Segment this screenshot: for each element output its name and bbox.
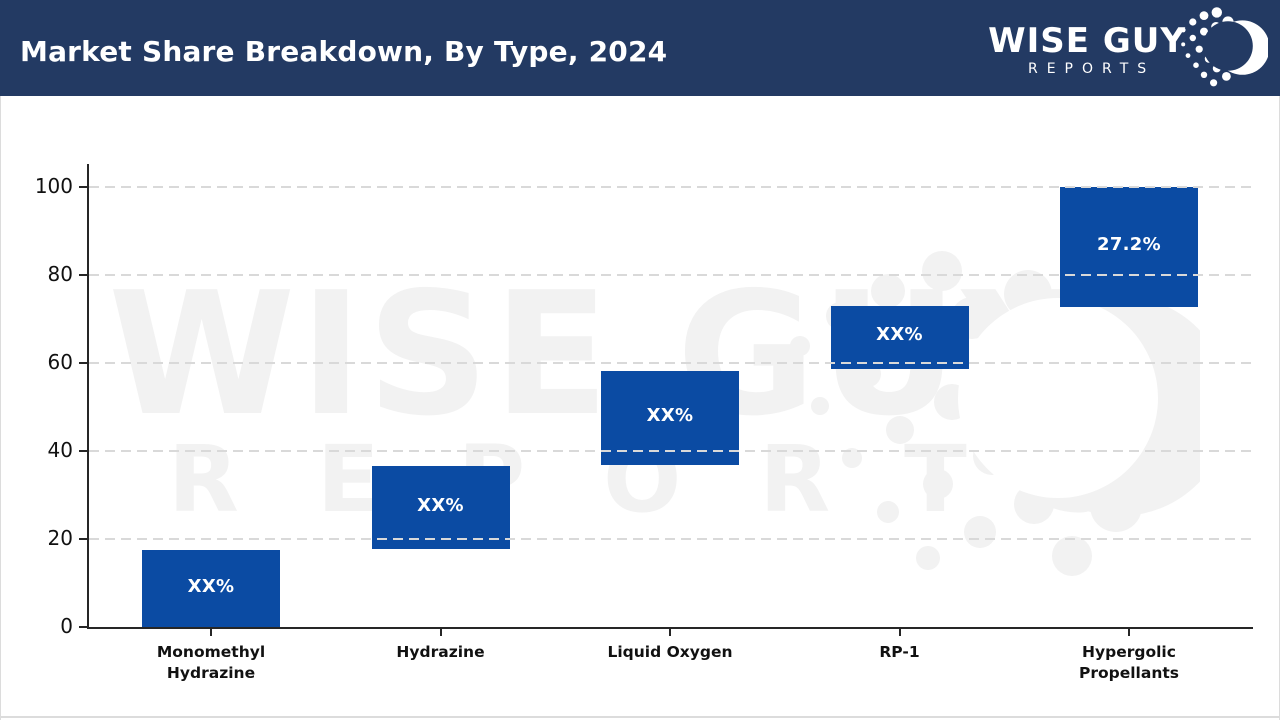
x-category-label-hydrazine: Hydrazine xyxy=(331,642,551,663)
x-category-label-line: Propellants xyxy=(1078,664,1180,682)
x-category-label-hypergolic-propellants: Hypergolic Propellants xyxy=(1019,642,1239,684)
y-tick-label: 60 xyxy=(47,350,73,374)
y-tickmark-60 xyxy=(79,362,88,364)
y-tick-label: 100 xyxy=(34,174,73,198)
header: Market Share Breakdown, By Type, 2024 WI… xyxy=(0,0,1280,96)
logo-text: WISE GUY REPORTS xyxy=(988,22,1186,78)
bar-value-label: XX% xyxy=(646,405,694,426)
chart-area: WISE GUY REPORTS 0 20 40 60 80 100 XX% XX% XX% XX… xyxy=(0,96,1280,720)
bar-value-label: 27.2% xyxy=(1097,233,1161,255)
y-tickmark-80 xyxy=(79,274,88,276)
bar-liquid-oxygen xyxy=(601,370,739,466)
bar-value-label: XX% xyxy=(417,494,464,516)
x-tickmark-liquid-oxygen xyxy=(669,628,671,636)
bar-hypergolic-propellants xyxy=(1060,187,1198,307)
page-title: Market Share Breakdown, By Type, 2024 xyxy=(20,35,668,68)
x-tickmark-monomethyl-hydrazine xyxy=(210,628,212,636)
x-category-label-line: RP-1 xyxy=(879,643,920,661)
y-tick-label: 80 xyxy=(47,262,73,286)
bar-value-label: XX% xyxy=(876,324,923,346)
x-tickmark-hypergolic-propellants xyxy=(1128,628,1130,636)
bar-value-label: XX% xyxy=(187,575,235,597)
y-axis-spine xyxy=(87,164,89,629)
y-tick-label: 20 xyxy=(47,526,73,550)
y-tickmark-40 xyxy=(79,450,88,452)
x-category-label-line: Liquid Oxygen xyxy=(607,643,733,661)
y-tick-label: 40 xyxy=(47,438,73,462)
x-tickmark-hydrazine xyxy=(439,628,442,636)
bottom-border xyxy=(0,716,1280,718)
y-tick-label: 0 xyxy=(60,614,73,638)
bar-hydrazine xyxy=(371,465,510,550)
gridline-40 xyxy=(89,450,1253,452)
x-tickmark-rp-1 xyxy=(898,628,901,636)
gridline-20 xyxy=(89,538,1253,540)
left-border xyxy=(0,96,1,720)
y-tickmark-100 xyxy=(79,186,88,188)
bar-monomethyl-hydrazine xyxy=(142,550,280,627)
x-category-label-line: Hypergolic xyxy=(1082,643,1176,661)
x-category-label-rp-1: RP-1 xyxy=(790,642,1010,663)
x-category-label-line: Hydrazine xyxy=(396,643,485,661)
wise-guy-logo: WISE GUY REPORTS xyxy=(988,6,1268,94)
y-tickmark-20 xyxy=(79,538,88,540)
y-tickmark-0 xyxy=(79,626,88,628)
logo-face-icon xyxy=(1180,7,1268,87)
gridline-60 xyxy=(89,362,1253,364)
x-category-label-line: Monomethyl xyxy=(156,643,266,661)
x-category-label-liquid-oxygen: Liquid Oxygen xyxy=(560,642,780,663)
gridline-80 xyxy=(89,274,1253,276)
x-axis-spine xyxy=(87,627,1253,629)
logo-subtitle: REPORTS xyxy=(1027,61,1156,77)
logo-wordmark: WISE GUY xyxy=(988,21,1186,61)
x-category-label-line: Hydrazine xyxy=(166,664,256,682)
x-category-label-monomethyl-hydrazine: Monomethyl Hydrazine xyxy=(101,642,321,684)
gridline-100 xyxy=(89,186,1253,188)
